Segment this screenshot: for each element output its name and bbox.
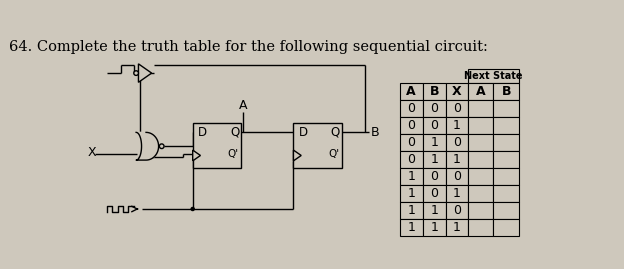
- Bar: [423, 202, 446, 219]
- Bar: [399, 100, 423, 117]
- Bar: [423, 219, 446, 236]
- Text: A: A: [406, 85, 416, 98]
- Text: 0: 0: [431, 170, 439, 183]
- Bar: [423, 117, 446, 134]
- Bar: [494, 151, 519, 168]
- Text: Q: Q: [230, 126, 239, 139]
- Bar: [399, 151, 423, 168]
- Text: 0: 0: [407, 119, 415, 132]
- Bar: [446, 185, 468, 202]
- Text: 0: 0: [431, 102, 439, 115]
- Polygon shape: [139, 64, 152, 82]
- Text: B: B: [502, 85, 511, 98]
- Bar: [494, 100, 519, 117]
- Bar: [399, 168, 423, 185]
- Text: Next State: Next State: [464, 71, 523, 81]
- Bar: [468, 69, 519, 83]
- Bar: [446, 202, 468, 219]
- Circle shape: [191, 207, 194, 211]
- Bar: [423, 151, 446, 168]
- Text: 0: 0: [407, 136, 415, 149]
- Bar: [494, 185, 519, 202]
- Text: 64. Complete the truth table for the following sequential circuit:: 64. Complete the truth table for the fol…: [9, 40, 488, 54]
- Bar: [193, 123, 241, 168]
- Text: 0: 0: [431, 187, 439, 200]
- Bar: [446, 117, 468, 134]
- Bar: [494, 168, 519, 185]
- Text: 1: 1: [431, 136, 439, 149]
- Bar: [468, 168, 494, 185]
- Text: Q': Q': [328, 149, 339, 159]
- Bar: [399, 134, 423, 151]
- Bar: [494, 134, 519, 151]
- Text: 1: 1: [453, 153, 461, 166]
- Text: 1: 1: [431, 153, 439, 166]
- Text: 0: 0: [431, 119, 439, 132]
- Bar: [423, 168, 446, 185]
- Text: 0: 0: [407, 102, 415, 115]
- Text: D: D: [299, 126, 308, 139]
- Bar: [468, 100, 494, 117]
- Text: B: B: [371, 126, 379, 139]
- Text: Q': Q': [228, 149, 239, 159]
- Text: 0: 0: [453, 102, 461, 115]
- Bar: [468, 219, 494, 236]
- Bar: [468, 202, 494, 219]
- Text: 1: 1: [431, 221, 439, 233]
- Bar: [446, 151, 468, 168]
- Polygon shape: [293, 150, 301, 161]
- Bar: [399, 117, 423, 134]
- Bar: [423, 185, 446, 202]
- Text: A: A: [239, 99, 247, 112]
- Polygon shape: [136, 132, 158, 160]
- Text: 1: 1: [407, 170, 415, 183]
- Bar: [423, 83, 446, 100]
- Circle shape: [159, 144, 164, 148]
- Text: B: B: [430, 85, 439, 98]
- Text: 0: 0: [453, 204, 461, 217]
- Bar: [468, 117, 494, 134]
- Text: 1: 1: [407, 221, 415, 233]
- Text: 1: 1: [431, 204, 439, 217]
- Text: 1: 1: [407, 187, 415, 200]
- Text: 0: 0: [453, 170, 461, 183]
- Text: X: X: [87, 146, 96, 159]
- Text: 1: 1: [453, 221, 461, 233]
- Bar: [446, 83, 468, 100]
- Bar: [468, 83, 494, 100]
- Bar: [468, 151, 494, 168]
- Bar: [399, 219, 423, 236]
- Text: A: A: [475, 85, 485, 98]
- Bar: [446, 134, 468, 151]
- Bar: [494, 117, 519, 134]
- Bar: [446, 100, 468, 117]
- Bar: [446, 168, 468, 185]
- Bar: [399, 185, 423, 202]
- Bar: [494, 202, 519, 219]
- Text: D: D: [198, 126, 207, 139]
- Polygon shape: [193, 150, 200, 161]
- Text: 1: 1: [453, 119, 461, 132]
- Bar: [494, 219, 519, 236]
- Bar: [446, 219, 468, 236]
- Bar: [494, 83, 519, 100]
- Bar: [293, 123, 341, 168]
- Bar: [423, 134, 446, 151]
- Text: 0: 0: [407, 153, 415, 166]
- Text: 1: 1: [453, 187, 461, 200]
- Circle shape: [134, 71, 139, 75]
- Bar: [423, 100, 446, 117]
- Text: 1: 1: [407, 204, 415, 217]
- Bar: [399, 83, 423, 100]
- Text: Q: Q: [331, 126, 340, 139]
- Bar: [399, 202, 423, 219]
- Text: X: X: [452, 85, 462, 98]
- Bar: [468, 134, 494, 151]
- Text: 0: 0: [453, 136, 461, 149]
- Bar: [468, 185, 494, 202]
